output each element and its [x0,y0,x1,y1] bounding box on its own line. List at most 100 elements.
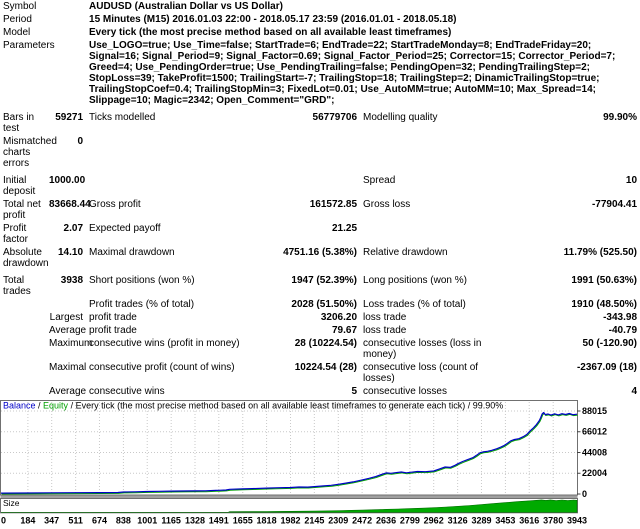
stat-value: 59271 [55,112,84,123]
row-label: Period [3,14,32,25]
x-axis-label: 3943 [567,516,587,526]
x-axis-label: 3453 [495,516,515,526]
x-axis-label: 838 [116,516,131,526]
stat-value: 21.25 [331,223,358,234]
report-stat-row: Average profit trade 79.67 loss trade -40.79 [0,324,640,337]
stat-value: 1991 (50.63%) [571,275,638,286]
report-stat-row: Profit factor 2.07 Expected payoff 21.25 [0,222,640,246]
x-axis-label: 1982 [281,516,301,526]
report-head-row: Model Every tick (the most precise method… [0,26,640,39]
stat-label: Total net profit [3,199,41,221]
stat-value: 83668.44 [49,199,91,210]
stat-label: Expected payoff [89,223,161,234]
stat-label [86,174,268,198]
legend-part: / [36,401,44,411]
legend-part: Balance [3,401,36,411]
stat-value: 50 (-120.90) [582,338,638,349]
report-stat-row: Initial deposit 1000.00 Spread 10 [0,174,640,198]
stat-label: loss trade [363,325,407,336]
x-axis-label: 1818 [257,516,277,526]
stat-label [86,135,268,170]
report-stat-row: Total trades 3938 Short positions (won %) 1… [0,274,640,298]
stat-value: Maximal [49,362,87,373]
stat-value: 79.67 [331,325,358,336]
row-value: 15 Minutes (M15) 2016.01.03 22:00 - 2018… [89,14,457,25]
x-axis-label: 1165 [161,516,181,526]
stat-value [46,298,86,311]
stat-value: 11.79% (525.50) [563,247,638,258]
report-head-row: Period 15 Minutes (M15) 2016.01.03 22:00 … [0,13,640,26]
stat-value: 2028 (51.50%) [291,299,358,310]
stat-label: Profit factor [3,223,29,245]
x-axis-label: 2799 [400,516,420,526]
x-axis-label: 2145 [304,516,324,526]
x-axis-label: 184 [20,516,35,526]
stat-label: Gross loss [363,199,411,210]
stat-value: 56779706 [312,112,358,123]
stat-value: -40.79 [608,325,638,336]
stat-label [0,311,46,324]
stat-value: 4751.16 (5.38%) [283,247,358,258]
x-axis-label: 1001 [137,516,157,526]
y-axis-label: 44008 [582,447,607,457]
stat-label [0,324,46,337]
stat-label [0,385,46,398]
stat-label: loss trade [363,312,407,323]
size-label: Size [3,498,20,508]
report-stat-row: Maximum consecutive wins (profit in money… [0,337,640,361]
x-axis-label: 3289 [471,516,491,526]
x-axis-label: 2962 [424,516,444,526]
y-axis-label: 88015 [582,406,607,416]
stat-label [0,361,46,385]
row-value: Every tick (the most precise method base… [89,27,452,38]
stat-value: 3938 [60,275,84,286]
stat-value: 161572.85 [309,199,358,210]
stat-label: Short positions (won %) [89,275,195,286]
y-axis-label: 22004 [582,468,607,478]
row-label: Symbol [3,1,37,12]
stat-value [512,135,640,170]
report-stat-row: Maximal consecutive profit (count of wins… [0,361,640,385]
stat-value: 3206.20 [320,312,358,323]
stat-value: 5 [351,386,358,397]
stat-label [360,222,512,246]
x-axis-label: 3126 [448,516,468,526]
x-axis-label: 3780 [543,516,563,526]
stat-value: 4 [631,386,638,397]
report-stat-row: Bars in test 59271 Ticks modelled 56779706 M… [0,111,640,135]
row-value: Use_LOGO=true; Use_Time=false; StartTrad… [89,40,616,106]
report-stat-row: Total net profit 83668.44 Gross profit 1615… [0,198,640,222]
stat-label: consecutive losses [363,386,447,397]
report-head-row: Parameters Use_LOGO=true; Use_Time=false;… [0,39,640,107]
stat-label [360,135,512,170]
report-stat-row: Mismatched charts errors 0 [0,135,640,170]
report-stat-row: Largest profit trade 3206.20 loss trade -343… [0,311,640,324]
stat-label: Initial deposit [3,175,36,197]
stat-value: 1947 (52.39%) [291,275,358,286]
report-stat-row: Profit trades (% of total) 2028 (51.50%) L… [0,298,640,311]
stat-value [268,135,360,170]
stat-label: Gross profit [89,199,141,210]
stat-label: consecutive wins [89,386,165,397]
x-axis-label: 511 [68,516,83,526]
x-axis-label: 3616 [519,516,539,526]
balance-graph-svg: Balance / Equity / Every tick (the most … [0,400,607,526]
stat-value: -343.98 [603,312,638,323]
x-axis-label: 2472 [352,516,372,526]
chart-legend: Balance / Equity / Every tick (the most … [3,401,503,411]
report-stat-row: Average consecutive wins 5 consecutive loss… [0,385,640,398]
stat-value: Average [49,325,87,336]
stat-label: Ticks modelled [89,112,156,123]
row-value: AUDUSD (Australian Dollar vs US Dollar) [89,1,283,12]
stat-label: profit trade [89,325,137,336]
stat-label: Absolute drawdown [3,247,49,269]
balance-graph: Balance / Equity / Every tick (the most … [0,400,640,526]
stat-value: Largest [49,312,84,323]
row-label: Model [3,27,31,38]
x-axis-label: 2636 [376,516,396,526]
stat-value: Maximum [49,338,93,349]
stat-label: Spread [363,175,396,186]
stat-label: consecutive loss (count of losses) [363,362,479,384]
legend-part: / Every tick (the most precise method ba… [68,401,503,411]
report-table: Symbol AUDUSD (Australian Dollar vs US Do… [0,1,640,398]
